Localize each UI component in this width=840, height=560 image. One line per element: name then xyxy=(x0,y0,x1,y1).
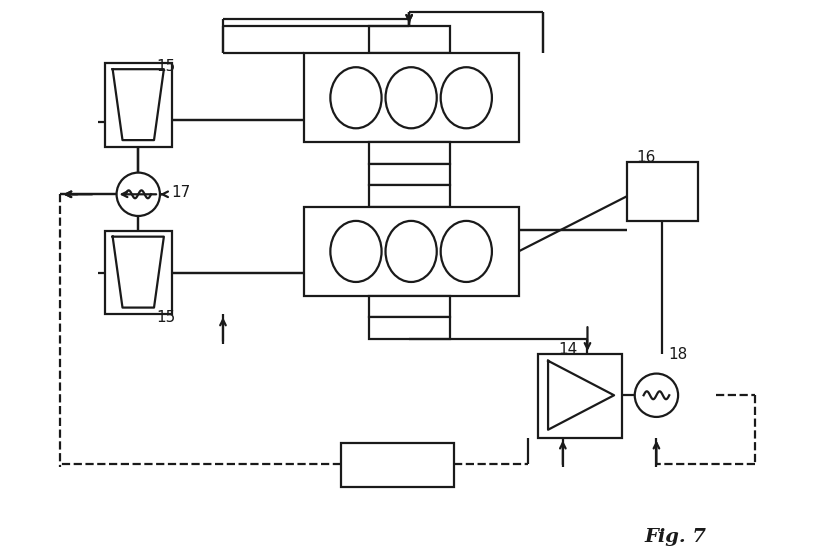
Bar xyxy=(304,53,518,142)
Bar xyxy=(369,142,449,164)
Bar xyxy=(369,318,449,339)
Text: 16: 16 xyxy=(637,150,656,165)
Bar xyxy=(369,185,449,207)
Bar xyxy=(341,442,454,487)
Bar xyxy=(369,164,449,185)
Text: 14: 14 xyxy=(558,342,577,357)
Ellipse shape xyxy=(330,67,381,128)
Bar xyxy=(105,231,171,315)
Circle shape xyxy=(117,172,160,216)
Text: 15: 15 xyxy=(156,310,176,325)
Ellipse shape xyxy=(386,221,437,282)
Ellipse shape xyxy=(330,221,381,282)
Text: 17: 17 xyxy=(171,185,191,200)
Bar xyxy=(369,26,449,53)
Bar xyxy=(538,354,622,437)
Ellipse shape xyxy=(441,221,492,282)
Circle shape xyxy=(635,374,678,417)
Bar xyxy=(627,162,698,221)
Text: 18: 18 xyxy=(669,347,687,362)
Bar xyxy=(304,207,518,296)
Bar xyxy=(369,296,449,318)
Bar xyxy=(105,63,171,147)
Text: Fig. 7: Fig. 7 xyxy=(644,528,706,546)
Text: 15: 15 xyxy=(156,59,176,74)
Ellipse shape xyxy=(441,67,492,128)
Ellipse shape xyxy=(386,67,437,128)
